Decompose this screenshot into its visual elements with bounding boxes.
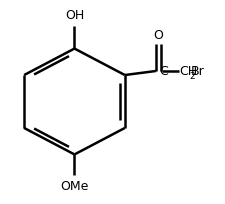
Text: Br: Br <box>191 65 205 78</box>
Text: 2: 2 <box>189 72 195 81</box>
Text: OH: OH <box>65 9 84 22</box>
Text: OMe: OMe <box>60 179 89 192</box>
Text: O: O <box>154 29 164 42</box>
Text: CH: CH <box>180 65 198 78</box>
Text: C: C <box>159 65 168 78</box>
